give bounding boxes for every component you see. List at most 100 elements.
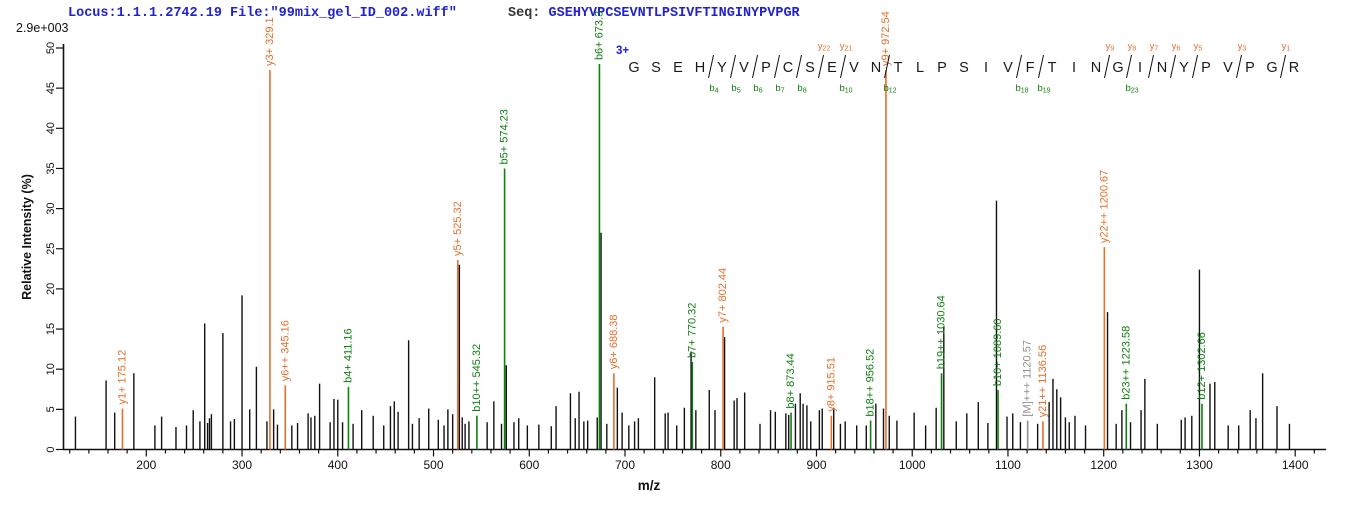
y-axis-ticks: 0 5 10 15 20 25 30 35 40 45 50 [45, 42, 63, 453]
residue-letter: P [937, 60, 947, 76]
peak-label: b10+ 1089.60 [992, 318, 1004, 386]
residue-letter: V [1003, 60, 1013, 76]
residue-letter: P [1245, 60, 1255, 76]
peak-label: y3+ 329.1 [264, 17, 276, 66]
fragment-ion-label: y5 [1194, 41, 1203, 53]
cleavage-mark [1148, 54, 1154, 79]
residue-letter: G [1112, 60, 1123, 76]
residue-letter: E [827, 60, 837, 76]
residue-letter: Y [1179, 60, 1189, 76]
sequence-header-label: Seq: [508, 6, 549, 21]
residue-letter: P [1201, 60, 1211, 76]
cleavage-mark [1192, 54, 1198, 79]
cleavage-mark [1104, 54, 1110, 79]
peak-label: y6++ 345.16 [279, 320, 291, 381]
peptide-annotation: 3+G S E H Y V P C S E V N T L P S I V F T I N G I N Y P V P G Rb4 b5 b6 b… [616, 41, 1299, 95]
fragment-ion-label: b7 [775, 83, 784, 95]
y-tick-label: 20 [45, 283, 57, 295]
fragment-ion-label: b10 [839, 83, 852, 95]
fragment-ion-label: y22 [818, 41, 831, 53]
peak-label: y6+ 688.38 [608, 314, 620, 369]
cleavage-mark [708, 54, 714, 79]
locus-file-header: Locus:1.1.1.2742.19 File:"99mix_gel_ID_0… [68, 6, 457, 21]
residue-letter: I [1138, 60, 1142, 76]
residue-letter: N [871, 60, 881, 76]
peak-label: y21++ 1136.56 [1037, 345, 1049, 418]
residue-letter: N [1157, 60, 1167, 76]
base-peak-intensity: 2.9e+003 [16, 21, 69, 35]
sequence-header: Seq: GSEHYVPCSEVNTLPSIVFTINGINYPVPGR [508, 6, 800, 24]
residue-letter: H [695, 60, 705, 76]
residue-letter: I [984, 60, 988, 76]
peak-label: y9+ 972.54 [880, 11, 892, 66]
y-tick-label: 5 [45, 406, 57, 412]
fragment-ion-label: b18 [1015, 83, 1028, 95]
cleavage-mark [774, 54, 780, 79]
residue-letter: L [916, 60, 924, 76]
peak-label: b12+ 1302.66 [1196, 332, 1208, 400]
x-axis-ticks: 200 300 400 500 600 700 800 900 1000 1100 1200 1300… [69, 449, 1315, 472]
x-tick-label: 1200 [1090, 458, 1117, 472]
cleavage-mark [840, 54, 846, 79]
residue-letter: G [628, 60, 639, 76]
x-tick-label: 1000 [899, 458, 926, 472]
x-tick-label: 1400 [1282, 458, 1309, 472]
x-tick-label: 1100 [995, 458, 1021, 472]
peak-label: y7+ 802.44 [717, 268, 729, 323]
y-tick-label: 40 [45, 122, 57, 134]
residue-letter: P [761, 60, 771, 76]
peak-label: y8+ 915.51 [825, 357, 837, 412]
residue-letter: V [849, 60, 859, 76]
y-tick-label: 50 [45, 42, 57, 54]
fragment-ion-label: y1 [1282, 41, 1291, 53]
x-tick-label: 300 [232, 458, 252, 472]
cleavage-mark [1280, 54, 1286, 79]
residue-letter: S [651, 60, 661, 76]
fragment-ion-label: b8 [797, 83, 806, 95]
residue-letter: T [1048, 60, 1057, 76]
fragment-ion-label: y7 [1150, 41, 1159, 53]
peak-label: y22++ 1200.67 [1098, 170, 1110, 243]
fragment-ion-label: y6 [1172, 41, 1181, 53]
annotated-peaks: y1+ 175.12 y3+ 329.1 y6++ 345.16 b4+ 411.16… [116, 11, 1208, 450]
x-tick-label: 200 [136, 458, 156, 472]
cleavage-mark [752, 54, 758, 79]
y-tick-label: 45 [45, 82, 57, 94]
peak-label: b8+ 873.44 [785, 353, 797, 408]
y-tick-label: 0 [45, 446, 57, 452]
fragment-ion-label: b19 [1037, 83, 1050, 95]
peak-label: y5+ 525.32 [452, 201, 464, 256]
x-axis-title: m/z [638, 478, 661, 493]
y-axis-title: Relative Intensity (%) [20, 174, 34, 300]
peak-label: b7+ 770.32 [686, 303, 698, 358]
precursor-charge-label: 3+ [616, 45, 629, 57]
cleavage-mark [1126, 54, 1132, 79]
peak-label: b6+ 673.3 [593, 11, 605, 60]
y-tick-label: 30 [45, 202, 57, 214]
residue-letter: Y [717, 60, 727, 76]
cleavage-mark [884, 54, 890, 79]
fragment-ion-label: y8 [1128, 41, 1137, 53]
y-tick-label: 25 [45, 243, 57, 255]
x-tick-label: 800 [711, 458, 731, 472]
fragment-ion-label: y3 [1238, 41, 1247, 53]
fragment-ion-label: b5 [731, 83, 740, 95]
fragment-ion-label: b6 [753, 83, 762, 95]
residue-letter: E [673, 60, 683, 76]
cleavage-mark [1016, 54, 1022, 79]
axis-titles: m/z Relative Intensity (%) [20, 174, 660, 493]
residue-letter: V [1223, 60, 1233, 76]
residue-letter: V [739, 60, 749, 76]
axes [62, 44, 1326, 451]
fragment-ion-label: y21 [840, 41, 853, 53]
peak-label: b19++ 1030.64 [936, 295, 948, 369]
fragment-ion-label: b23 [1125, 83, 1138, 95]
cleavage-mark [1038, 54, 1044, 79]
residue-letter: S [805, 60, 815, 76]
sequence-header-value: GSEHYVPCSEVNTLPSIVFTINGINYPVPGR [548, 6, 800, 21]
x-tick-label: 600 [519, 458, 539, 472]
cleavage-mark [1170, 54, 1176, 79]
fragment-ion-label: b12 [883, 83, 896, 95]
peak-label: b10++ 545.32 [471, 344, 483, 412]
